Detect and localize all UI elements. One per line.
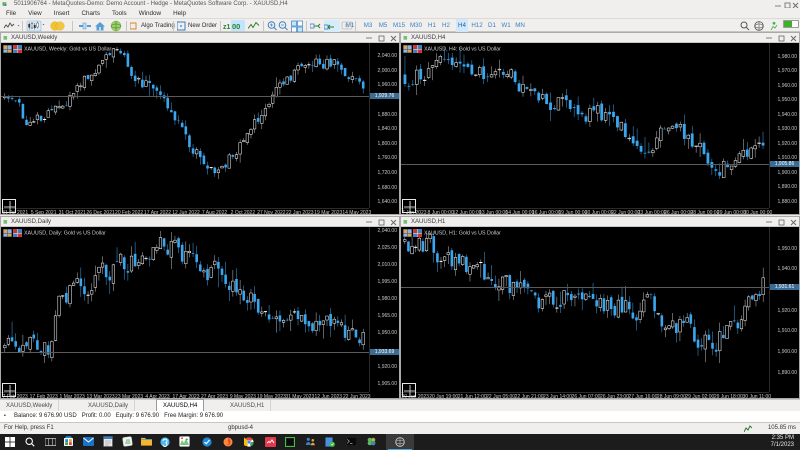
svg-text:00: 00 bbox=[232, 22, 240, 31]
svg-text:z1: z1 bbox=[223, 24, 231, 31]
